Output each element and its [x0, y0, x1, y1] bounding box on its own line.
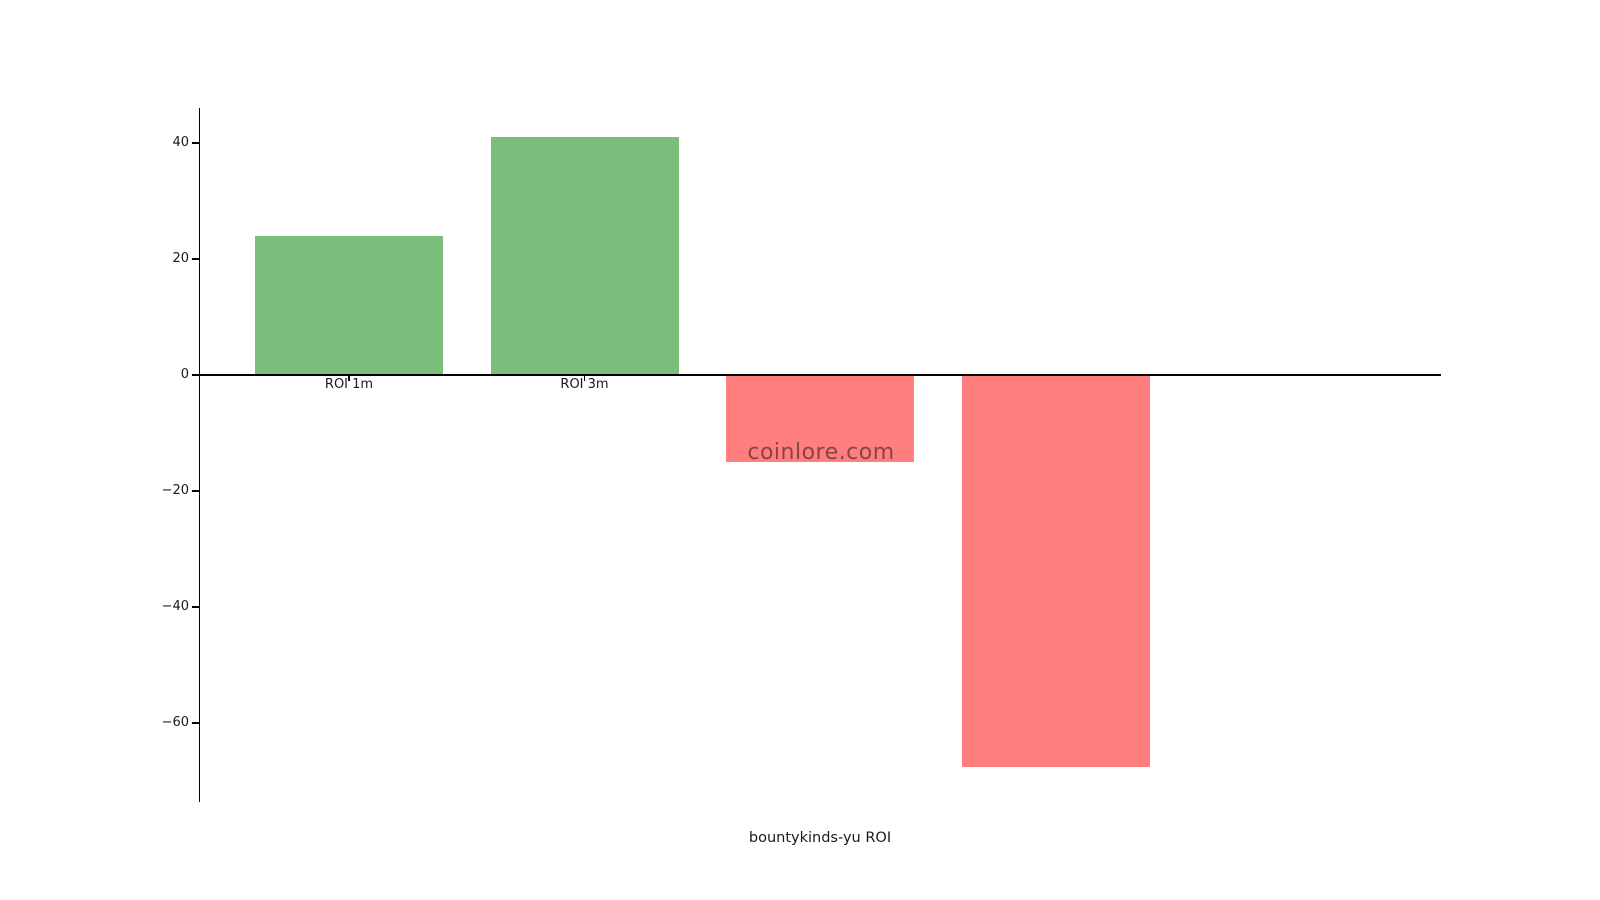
y-tick-label: −20 — [161, 483, 189, 498]
y-tick-mark — [192, 606, 199, 608]
chart-title: bountykinds-yu ROI — [748, 830, 892, 846]
x-tick-label: ROI 3m — [560, 377, 609, 392]
bar-roi-3m — [490, 137, 679, 375]
y-axis-spine — [198, 108, 201, 802]
x-tick-mark — [583, 375, 586, 381]
y-tick-label: 40 — [172, 135, 189, 150]
y-tick-mark — [192, 490, 199, 492]
y-tick-mark — [192, 142, 199, 144]
x-axis-zero-line — [198, 374, 1441, 376]
x-tick-label: ROI 1m — [324, 377, 374, 392]
y-tick-mark — [192, 722, 199, 724]
bar-hidden-label-2 — [726, 376, 914, 462]
watermark-text: coinlore.com — [747, 440, 895, 465]
y-tick-label: 20 — [172, 251, 189, 266]
y-tick-label: 0 — [180, 367, 189, 382]
y-tick-mark — [192, 258, 199, 260]
bar-roi-1m — [255, 235, 443, 375]
y-tick-label: −60 — [161, 715, 189, 730]
bar-hidden-label-3 — [961, 376, 1150, 767]
y-tick-mark — [192, 374, 199, 376]
y-tick-label: −40 — [161, 599, 189, 614]
x-tick-mark — [348, 375, 350, 381]
